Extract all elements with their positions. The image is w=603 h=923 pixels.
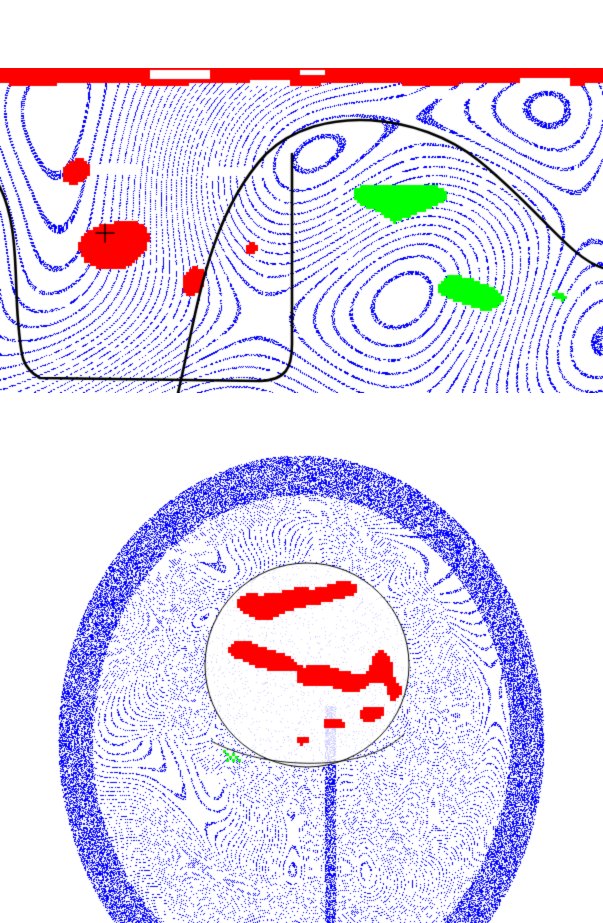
cylindrical-map-panel — [0, 68, 603, 393]
cylindrical-map-plot — [0, 68, 603, 393]
orthographic-globe-panel — [0, 440, 603, 923]
orthographic-globe-plot — [0, 440, 603, 923]
